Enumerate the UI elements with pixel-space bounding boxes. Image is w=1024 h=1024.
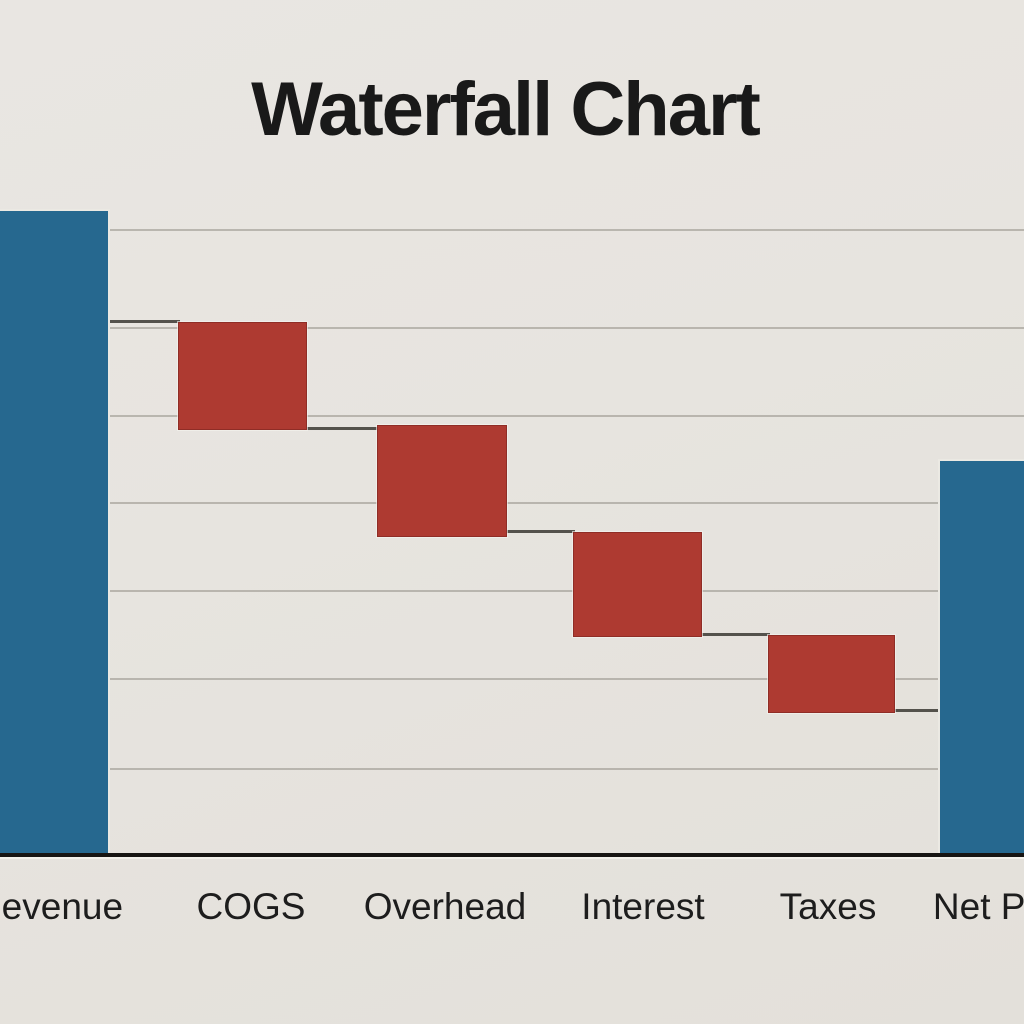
connector: [700, 633, 770, 636]
gridline: [0, 327, 1024, 329]
x-axis-label-overhead: Overhead: [363, 886, 527, 927]
connector: [106, 320, 180, 323]
x-axis-label-taxes: Taxes: [779, 886, 877, 927]
bar-interest: [573, 532, 702, 637]
connector: [305, 427, 379, 430]
x-axis-label-net-profit: Net Profit: [932, 886, 1024, 927]
bar-cogs: [178, 322, 307, 430]
x-axis-label-interest: Interest: [581, 886, 705, 927]
gridline: [0, 768, 1024, 770]
bar-net-profit: [938, 459, 1024, 855]
x-axis-label-cogs: COGS: [196, 886, 306, 927]
chart-title: Waterfall Chart: [251, 67, 761, 152]
gridline: [0, 415, 1024, 417]
gridline: [0, 229, 1024, 231]
bar-revenue: [0, 209, 110, 855]
gridline: [0, 590, 1024, 592]
gridline: [0, 678, 1024, 680]
bar-taxes: [768, 635, 895, 713]
connector: [893, 709, 940, 712]
connector: [505, 530, 575, 533]
gridline: [0, 502, 1024, 504]
x-axis-line: [0, 853, 1024, 859]
bar-overhead: [377, 425, 507, 537]
x-axis-label-revenue: Revenue: [0, 886, 124, 927]
